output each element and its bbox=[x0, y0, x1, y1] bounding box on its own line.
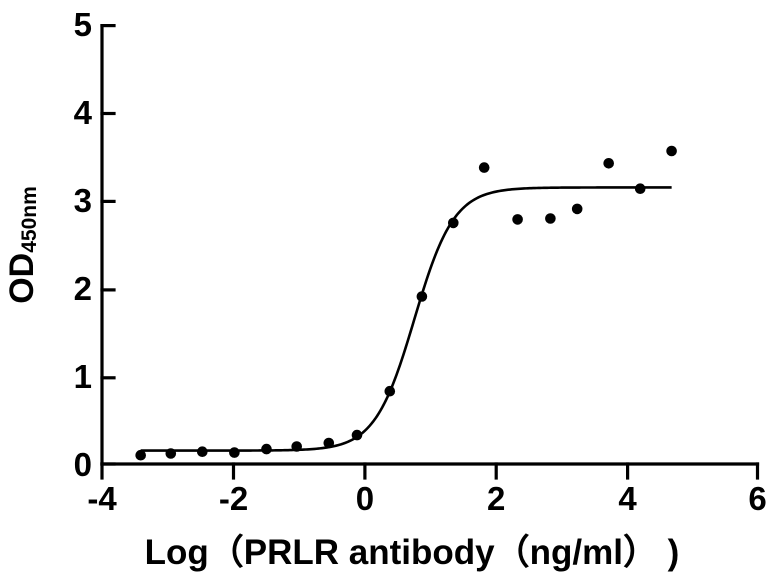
svg-text:Log（PRLR antibody（ng/ml） ): Log（PRLR antibody（ng/ml） ) bbox=[145, 533, 680, 572]
svg-text:2: 2 bbox=[487, 480, 505, 517]
svg-text:-2: -2 bbox=[219, 480, 248, 517]
svg-text:6: 6 bbox=[748, 480, 766, 517]
svg-text:1: 1 bbox=[74, 358, 92, 395]
svg-text:-4: -4 bbox=[87, 480, 117, 517]
svg-text:0: 0 bbox=[74, 446, 92, 483]
svg-text:4: 4 bbox=[74, 94, 93, 131]
svg-text:3: 3 bbox=[74, 182, 92, 219]
svg-text:0: 0 bbox=[356, 480, 374, 517]
svg-text:5: 5 bbox=[74, 6, 92, 43]
svg-text:OD450nm: OD450nm bbox=[3, 186, 41, 304]
svg-text:2: 2 bbox=[74, 270, 92, 307]
svg-text:4: 4 bbox=[618, 480, 637, 517]
